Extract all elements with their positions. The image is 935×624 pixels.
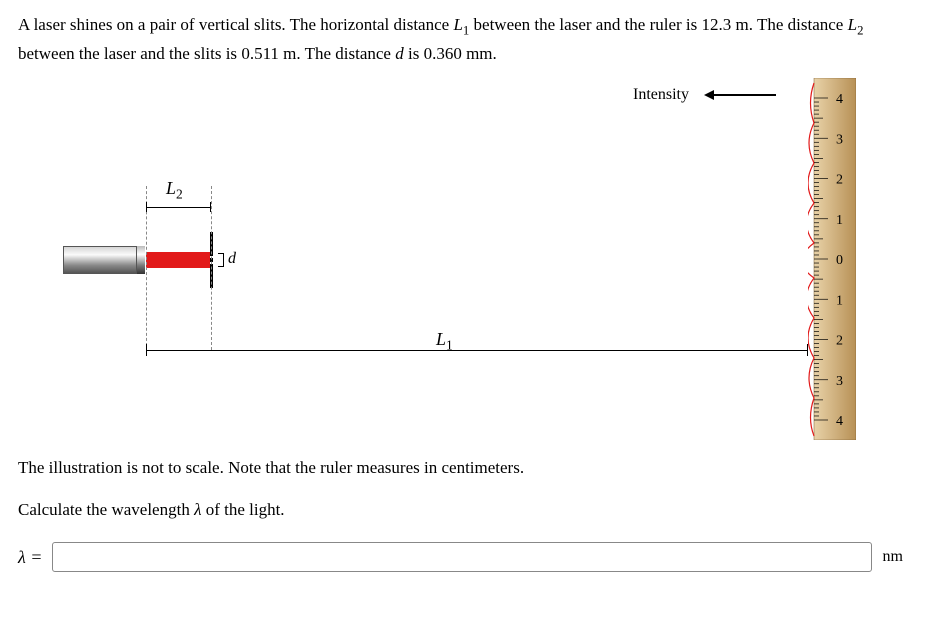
intensity-label: Intensity [633, 86, 689, 104]
svg-text:4: 4 [836, 414, 843, 429]
svg-text:2: 2 [836, 173, 843, 188]
svg-text:1: 1 [836, 213, 843, 228]
text: A laser shines on a pair of vertical sli… [18, 15, 453, 34]
svg-text:3: 3 [836, 374, 843, 389]
text: . [493, 44, 497, 63]
symbol-l1: L1 [453, 15, 469, 34]
lambda-label: λ = [18, 547, 42, 568]
laser-beam-icon [146, 252, 210, 268]
laser-icon [63, 246, 145, 274]
svg-text:0: 0 [836, 253, 843, 268]
value-l2: 0.511 m [241, 44, 296, 63]
unit-label: nm [882, 548, 902, 566]
text: . The distance [749, 15, 848, 34]
text: . The distance [296, 44, 395, 63]
text: is [404, 44, 424, 63]
l2-label: L2 [166, 178, 183, 203]
l1-label: L1 [436, 329, 453, 354]
ruler: 4 3 2 1 0 1 2 3 4 [808, 78, 856, 440]
value-d: 0.360 mm [424, 44, 493, 63]
d-label: d [228, 250, 236, 268]
value-l1: 12.3 m [702, 15, 749, 34]
figure-note: The illustration is not to scale. Note t… [18, 458, 917, 478]
dash-line-icon [211, 186, 212, 350]
text: between the laser and the slits is [18, 44, 241, 63]
wavelength-input[interactable] [52, 542, 872, 572]
l1-bracket-icon [146, 350, 808, 351]
problem-statement: A laser shines on a pair of vertical sli… [18, 12, 917, 66]
answer-row: λ = nm [18, 542, 917, 572]
symbol-l2: L2 [848, 15, 864, 34]
text: between the laser and the ruler is [469, 15, 701, 34]
svg-text:4: 4 [836, 92, 843, 107]
l2-bracket-icon [146, 202, 211, 212]
question-text: Calculate the wavelength λ of the light. [18, 500, 917, 520]
svg-text:3: 3 [836, 132, 843, 147]
symbol-d: d [395, 44, 404, 63]
d-bracket-icon [218, 253, 224, 267]
intensity-arrow-icon [706, 94, 776, 96]
svg-text:2: 2 [836, 334, 843, 349]
svg-text:1: 1 [836, 293, 843, 308]
figure: Intensity 4 3 2 1 0 1 2 3 4 d L2 L1 [18, 74, 898, 444]
